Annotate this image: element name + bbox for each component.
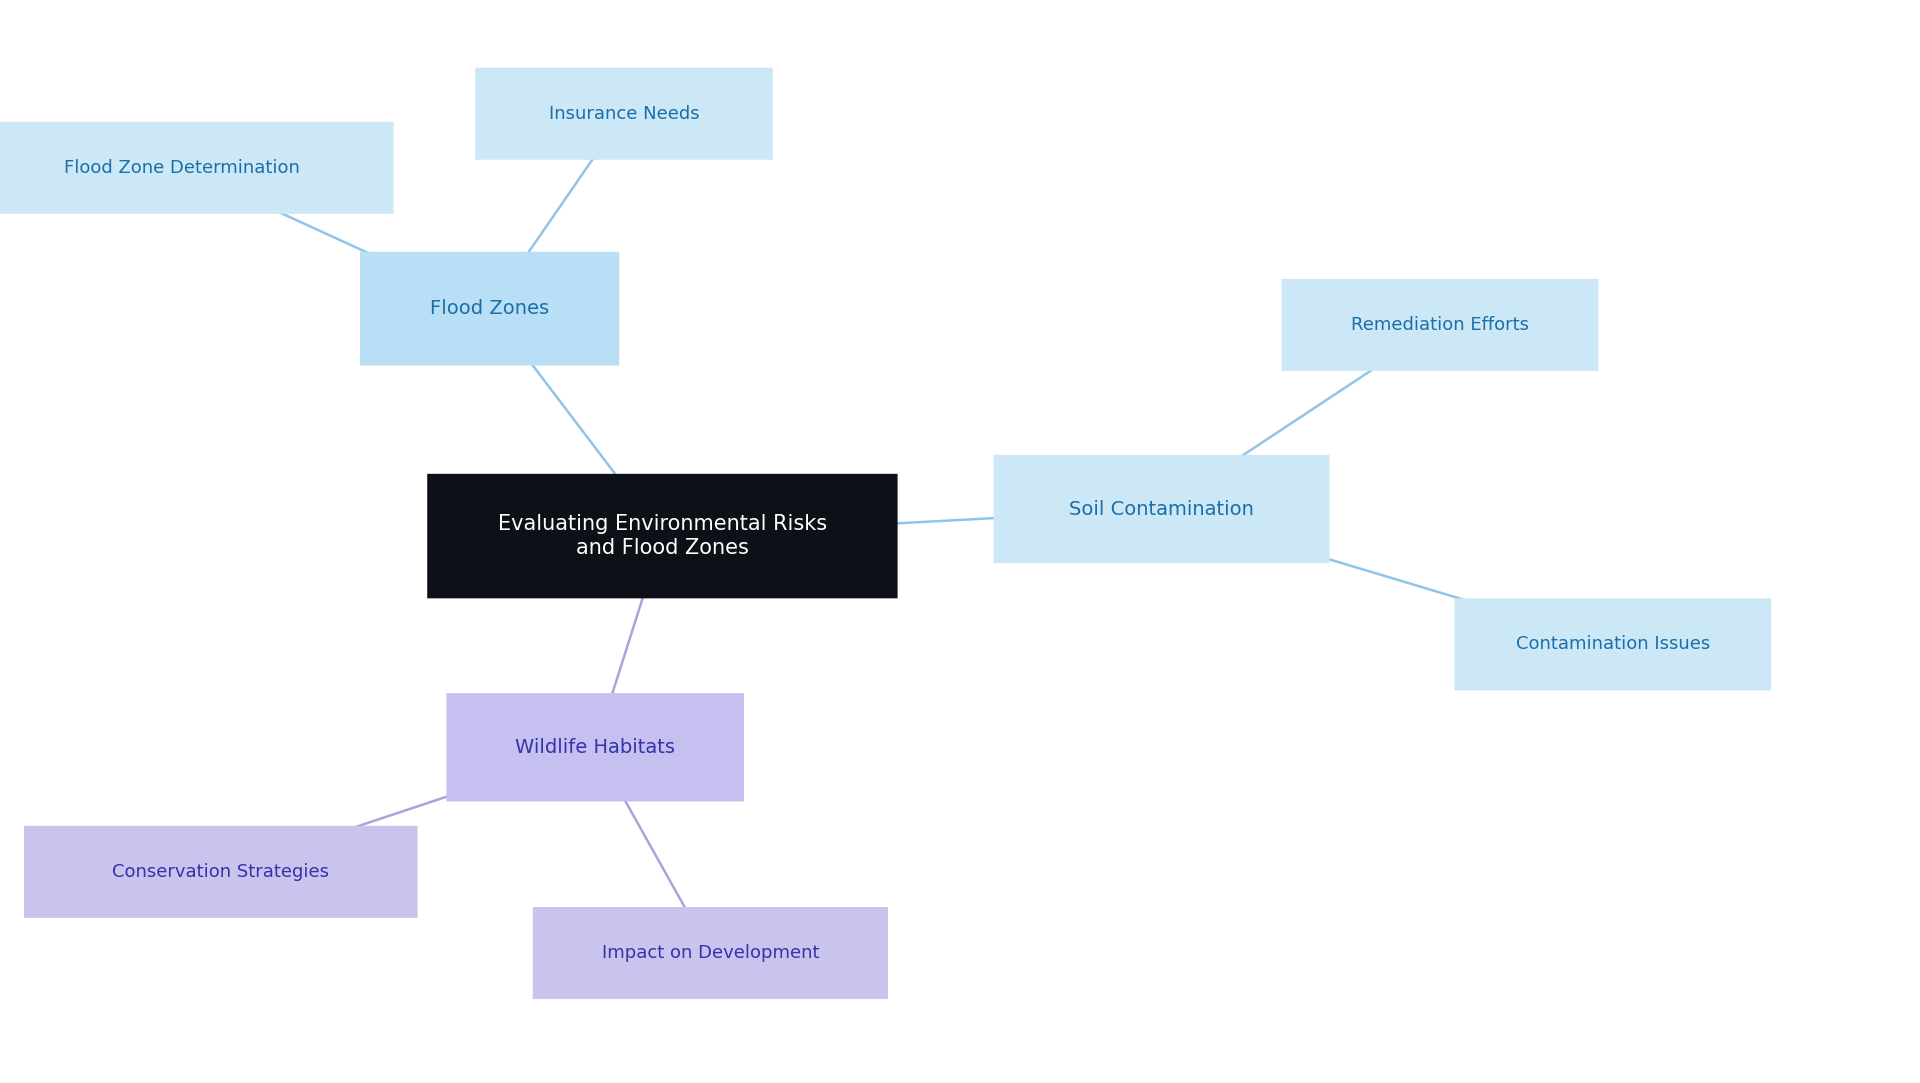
Text: Flood Zones: Flood Zones bbox=[430, 299, 549, 318]
FancyBboxPatch shape bbox=[361, 252, 618, 366]
FancyBboxPatch shape bbox=[426, 474, 897, 598]
FancyBboxPatch shape bbox=[1455, 598, 1770, 691]
Text: Insurance Needs: Insurance Needs bbox=[549, 105, 699, 122]
FancyBboxPatch shape bbox=[445, 693, 743, 801]
Text: Flood Zone Determination: Flood Zone Determination bbox=[65, 159, 300, 177]
Text: Conservation Strategies: Conservation Strategies bbox=[111, 863, 330, 880]
Text: Soil Contamination: Soil Contamination bbox=[1069, 499, 1254, 519]
Text: Contamination Issues: Contamination Issues bbox=[1515, 636, 1711, 653]
FancyBboxPatch shape bbox=[532, 908, 887, 999]
FancyBboxPatch shape bbox=[476, 67, 772, 159]
Text: Wildlife Habitats: Wildlife Habitats bbox=[515, 738, 676, 757]
Text: Evaluating Environmental Risks
and Flood Zones: Evaluating Environmental Risks and Flood… bbox=[497, 514, 828, 558]
FancyBboxPatch shape bbox=[0, 122, 394, 214]
FancyBboxPatch shape bbox=[995, 455, 1329, 563]
FancyBboxPatch shape bbox=[25, 826, 419, 918]
Text: Remediation Efforts: Remediation Efforts bbox=[1352, 316, 1528, 334]
FancyBboxPatch shape bbox=[1283, 279, 1597, 370]
Text: Impact on Development: Impact on Development bbox=[601, 944, 820, 962]
